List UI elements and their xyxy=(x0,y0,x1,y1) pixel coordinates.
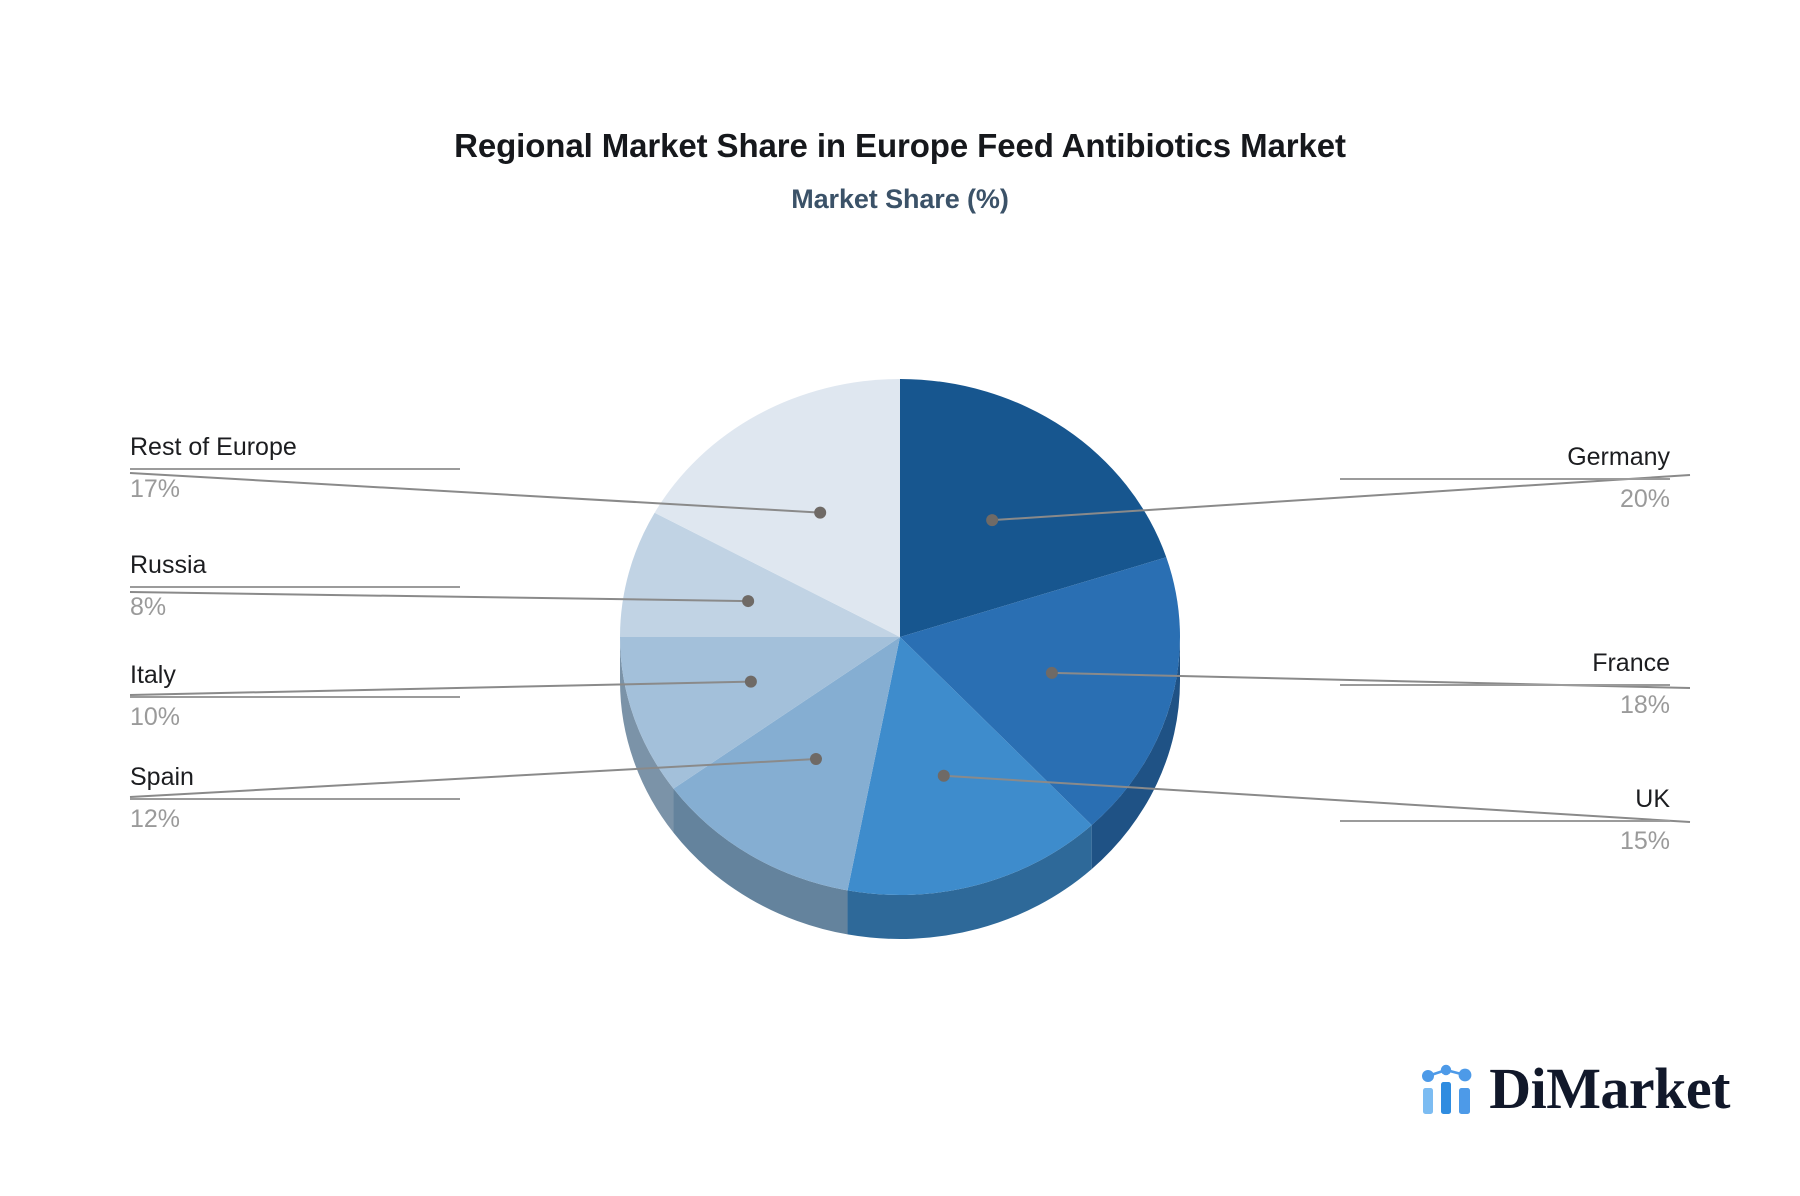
pie-slice-rest-of-europe[interactable]: Rest of Europe 17% xyxy=(654,379,900,637)
pie-slice-germany[interactable]: Germany 20% xyxy=(900,379,1167,637)
pie-slice-uk[interactable]: UK 15% xyxy=(847,637,1092,895)
callout-value: 17% xyxy=(130,474,181,503)
chart-title: Regional Market Share in Europe Feed Ant… xyxy=(454,127,1346,164)
callout-rest-of-europe[interactable]: Rest of Europe 17% xyxy=(130,433,460,504)
leader-line-spain xyxy=(129,757,817,798)
callout-label: Rest of Europe xyxy=(130,433,297,461)
pie-slice-side-france xyxy=(1091,637,1180,870)
leader-line-italy xyxy=(129,680,751,696)
callout-france[interactable]: France 18% xyxy=(1340,649,1670,720)
callout-rule xyxy=(130,585,460,588)
leader-line-rest-of-europe xyxy=(129,472,821,514)
callout-spain[interactable]: Spain 12% xyxy=(130,763,460,834)
callout-rule xyxy=(130,467,460,470)
callout-value: 18% xyxy=(1619,690,1670,719)
pie-slice-side-uk xyxy=(847,825,1092,939)
callout-value: 15% xyxy=(1619,826,1670,855)
callout-uk[interactable]: UK 15% xyxy=(1340,785,1670,856)
leader-dot-uk xyxy=(937,769,950,782)
pie-slice-france[interactable]: France 18% xyxy=(900,557,1180,826)
callout-rule xyxy=(130,797,460,800)
callout-rule xyxy=(1340,683,1670,686)
pie-slice-side-spain xyxy=(673,788,848,935)
callout-rule xyxy=(130,695,460,698)
leader-line-russia xyxy=(129,591,749,603)
leader-dot-spain xyxy=(809,752,822,765)
leader-dot-italy xyxy=(744,675,757,688)
callout-value: 20% xyxy=(1619,484,1670,513)
leader-dot-germany xyxy=(986,514,999,527)
pie-slice-italy[interactable]: Italy 10% xyxy=(620,637,900,789)
brand-logo: DiMarket xyxy=(1419,1060,1730,1118)
callout-value: 10% xyxy=(130,702,181,731)
callout-label: Germany xyxy=(1567,443,1670,471)
callout-label: France xyxy=(1592,649,1670,677)
bar-chart-logo-icon xyxy=(1422,1064,1472,1114)
leader-dot-france xyxy=(1045,666,1058,679)
leader-dot-rest-of-europe xyxy=(814,506,827,519)
callout-label: UK xyxy=(1635,785,1670,813)
pie-slice-russia[interactable]: Russia 8% xyxy=(620,512,900,637)
leader-dot-russia xyxy=(742,595,755,608)
callout-italy[interactable]: Italy 10% xyxy=(130,661,460,732)
callout-rule xyxy=(1340,819,1670,822)
pie-slice-spain[interactable]: Spain 12% xyxy=(673,637,900,891)
callout-russia[interactable]: Russia 8% xyxy=(130,551,460,622)
title-block: Regional Market Share in Europe Feed Ant… xyxy=(0,127,1800,215)
pie-3d-side-group xyxy=(620,637,1180,939)
callout-rule xyxy=(1340,477,1670,480)
leader-line-germany xyxy=(992,474,1691,522)
callout-value: 12% xyxy=(130,804,181,833)
leader-line-group xyxy=(129,472,1691,823)
pie-slice-side-italy xyxy=(620,637,674,833)
chart-subtitle: Market Share (%) xyxy=(791,184,1009,215)
leader-line-uk xyxy=(943,774,1691,823)
brand-name: DiMarket xyxy=(1489,1056,1730,1121)
callout-label: Italy xyxy=(130,661,176,689)
callout-label: Russia xyxy=(130,551,207,579)
callout-label: Spain xyxy=(130,763,194,791)
callout-germany[interactable]: Germany 20% xyxy=(1340,443,1670,514)
callout-value: 8% xyxy=(130,592,167,621)
pie-top-group: Germany 20%France 18%UK 15%Spain 12%Ital… xyxy=(620,379,1180,895)
